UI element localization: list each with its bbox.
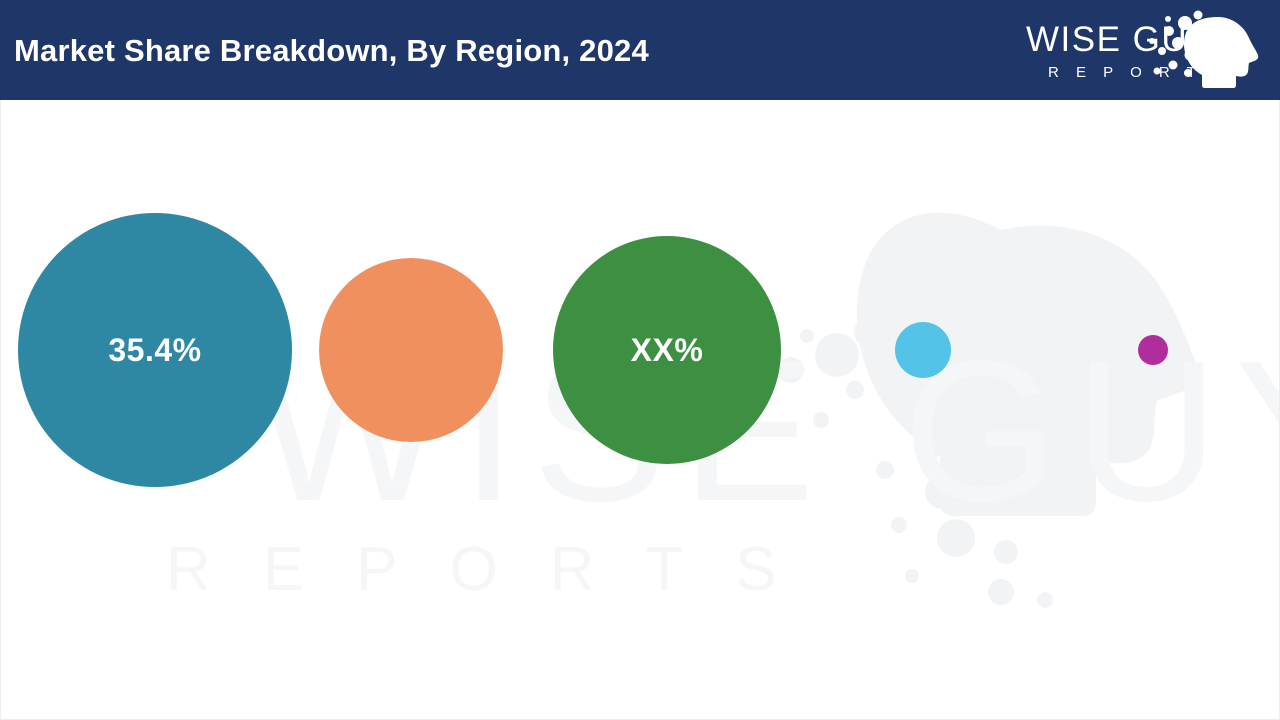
bubble-value-apac: XX% [630,332,704,368]
header-bar: Market Share Breakdown, By Region, 2024 [0,0,1280,100]
bubble-south-america[interactable] [895,322,951,378]
wise-guy-reports-logo: WISE GUY R E P O R T S WISE GUY R E P O … [1022,7,1260,93]
logo-line2-text: R E P O R T S [1048,64,1229,81]
bubble-europe[interactable] [319,258,503,442]
bubble-north-america[interactable]: 35.4% [18,213,292,487]
logo-line1-text: WISE GUY [1026,20,1213,59]
category-labels: North America Europe APAC South America … [1,660,1279,719]
chart-area: WISE GUY REPORTS 35.4% XX% N [0,100,1280,720]
page-title: Market Share Breakdown, By Region, 2024 [14,32,649,68]
bubble-series: 35.4% XX% [1,100,1279,660]
bubble-value-north-america: 35.4% [108,332,202,368]
bubble-apac[interactable]: XX% [553,236,781,464]
bubble-mea[interactable] [1138,335,1168,365]
